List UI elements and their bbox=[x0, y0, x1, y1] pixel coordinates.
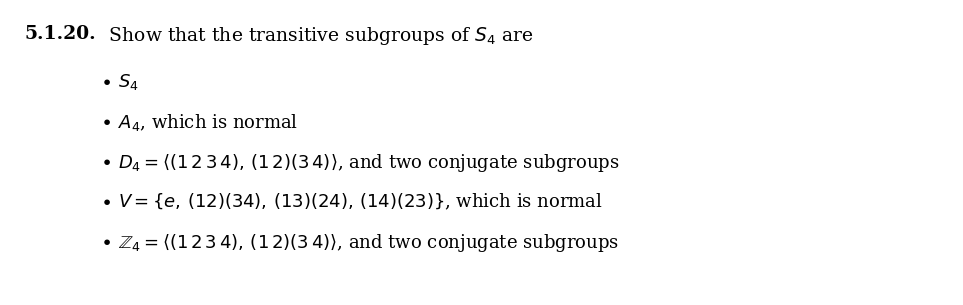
Text: 5.1.20.: 5.1.20. bbox=[25, 25, 96, 43]
Text: $\bullet$: $\bullet$ bbox=[100, 112, 111, 130]
Text: $\bullet$: $\bullet$ bbox=[100, 232, 111, 250]
Text: $\bullet$: $\bullet$ bbox=[100, 152, 111, 170]
Text: $\mathbb{Z}_4 = \langle(1\,2\,3\,4),\,(1\,2)(3\,4)\rangle$, and two conjugate su: $\mathbb{Z}_4 = \langle(1\,2\,3\,4),\,(1… bbox=[118, 232, 619, 254]
Text: $A_4$, which is normal: $A_4$, which is normal bbox=[118, 112, 299, 133]
Text: $V = \{e,\,(12)(34),\,(13)(24),\,(14)(23)\}$, which is normal: $V = \{e,\,(12)(34),\,(13)(24),\,(14)(23… bbox=[118, 192, 603, 212]
Text: $\bullet$: $\bullet$ bbox=[100, 192, 111, 210]
Text: $S_4$: $S_4$ bbox=[118, 72, 139, 92]
Text: $D_4 = \langle(1\,2\,3\,4),\,(1\,2)(3\,4)\rangle$, and two conjugate subgroups: $D_4 = \langle(1\,2\,3\,4),\,(1\,2)(3\,4… bbox=[118, 152, 619, 174]
Text: Show that the transitive subgroups of $S_4$ are: Show that the transitive subgroups of $S… bbox=[97, 25, 534, 47]
Text: $\bullet$: $\bullet$ bbox=[100, 72, 111, 90]
